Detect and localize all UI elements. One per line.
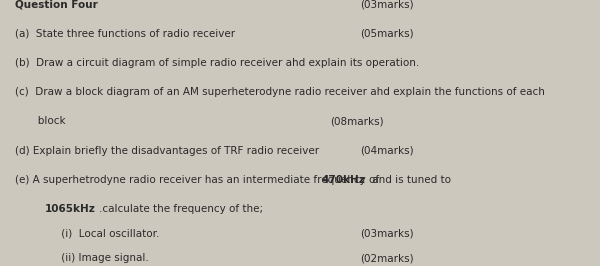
- Text: 470kHz: 470kHz: [321, 175, 365, 185]
- Text: (d) Explain briefly the disadvantages of TRF radio receiver: (d) Explain briefly the disadvantages of…: [15, 146, 319, 156]
- Text: block: block: [15, 116, 65, 126]
- Text: (c)  Draw a block diagram of an AM superheterodyne radio receiver ahd explain th: (c) Draw a block diagram of an AM superh…: [15, 87, 545, 97]
- Text: (03marks): (03marks): [360, 228, 413, 238]
- Text: .calculate the frequency of the;: .calculate the frequency of the;: [99, 204, 263, 214]
- Text: and is tuned to: and is tuned to: [369, 175, 451, 185]
- Text: (e) A superhetrodyne radio receiver has an intermediate frequehcy of: (e) A superhetrodyne radio receiver has …: [15, 175, 382, 185]
- Text: (02marks): (02marks): [360, 253, 413, 263]
- Text: (05marks): (05marks): [360, 28, 413, 39]
- Text: (ii) Image signal.: (ii) Image signal.: [45, 253, 149, 263]
- Text: (i)  Local oscillator.: (i) Local oscillator.: [45, 228, 160, 238]
- Text: (03marks): (03marks): [360, 0, 413, 9]
- Text: Question Four: Question Four: [15, 0, 98, 9]
- Text: (b)  Draw a circuit diagram of simple radio receiver ahd explain its operation.: (b) Draw a circuit diagram of simple rad…: [15, 58, 419, 68]
- Text: 1065kHz: 1065kHz: [45, 204, 96, 214]
- Text: (04marks): (04marks): [360, 146, 413, 156]
- Text: (a)  State three functions of radio receiver: (a) State three functions of radio recei…: [15, 28, 235, 39]
- Text: (08marks): (08marks): [330, 116, 383, 126]
